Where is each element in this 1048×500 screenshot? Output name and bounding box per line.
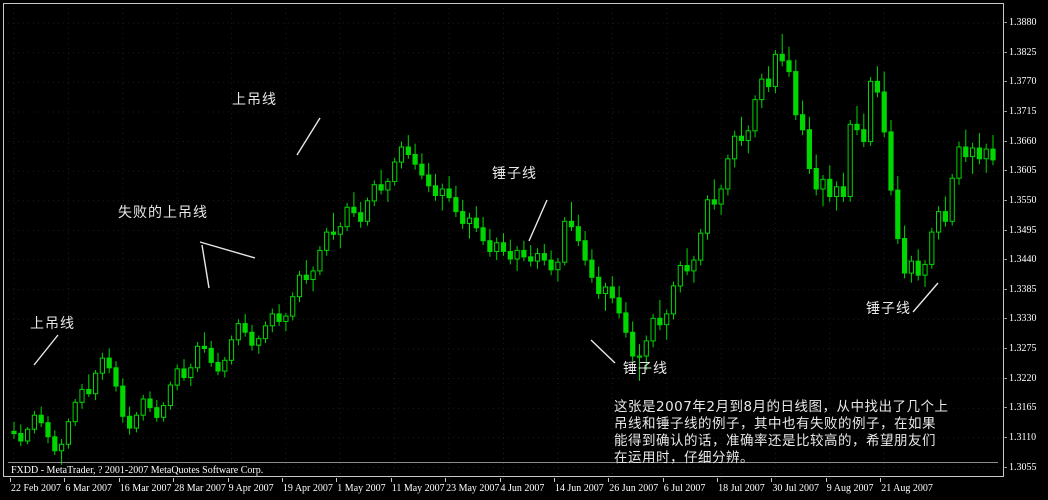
price-tick-label: -1.3275 bbox=[1004, 343, 1037, 354]
time-tick-label: 30 Jul 2007 bbox=[771, 478, 819, 494]
annotation-hanging-man-2: 上吊线 bbox=[232, 92, 277, 108]
price-tick-label: -1.3220 bbox=[1004, 372, 1037, 384]
price-tick-label: -1.3110 bbox=[1004, 431, 1037, 443]
tick-dash: - bbox=[1004, 194, 1008, 206]
tick-mark bbox=[336, 478, 338, 482]
price-tick-label: -1.3495 bbox=[1004, 224, 1037, 236]
tick-dash: - bbox=[1004, 165, 1008, 177]
price-tick-label: -1.3055 bbox=[1004, 461, 1037, 473]
tick-mark bbox=[662, 478, 664, 482]
tick-mark bbox=[771, 478, 773, 482]
tick-dash: - bbox=[1004, 135, 1008, 147]
copyright-label: FXDD - MetaTrader, ? 2001-2007 MetaQuote… bbox=[8, 462, 998, 478]
tick-mark bbox=[64, 478, 66, 482]
time-tick-label: 9 Apr 2007 bbox=[227, 478, 274, 494]
tick-mark bbox=[227, 478, 229, 482]
candlestick-plot-area[interactable] bbox=[8, 8, 1004, 482]
tick-mark bbox=[608, 478, 610, 482]
tick-dash: - bbox=[1004, 17, 1008, 29]
time-tick-label: 6 Mar 2007 bbox=[64, 478, 112, 494]
tick-mark bbox=[717, 478, 719, 482]
tick-dash: - bbox=[1004, 402, 1008, 414]
time-tick-label: 6 Jul 2007 bbox=[662, 478, 705, 494]
price-tick-label: -1.3715 bbox=[1004, 106, 1037, 117]
tick-dash: - bbox=[1004, 461, 1008, 473]
time-tick-label: 18 Jul 2007 bbox=[717, 478, 765, 494]
tick-dash: - bbox=[1004, 254, 1008, 266]
tick-dash: - bbox=[1004, 283, 1008, 295]
tick-dash: - bbox=[1004, 431, 1008, 443]
tick-dash: - bbox=[1004, 224, 1008, 236]
time-tick-label: 1 May 2007 bbox=[336, 478, 386, 494]
tick-mark bbox=[499, 478, 501, 482]
tick-mark bbox=[445, 478, 447, 482]
time-tick-label: 11 May 2007 bbox=[390, 478, 445, 494]
time-tick-label: 28 Mar 2007 bbox=[173, 478, 226, 494]
price-tick-label: -1.3880 bbox=[1004, 17, 1037, 29]
price-tick-label: -1.3550 bbox=[1004, 194, 1037, 206]
annotation-hanging-man-1: 上吊线 bbox=[30, 316, 75, 332]
time-tick-label: 19 Apr 2007 bbox=[281, 478, 333, 494]
tick-dash: - bbox=[1004, 313, 1008, 325]
tick-mark bbox=[553, 478, 555, 482]
price-tick-label: -1.3825 bbox=[1004, 46, 1037, 58]
tick-mark bbox=[173, 478, 175, 482]
time-axis[interactable]: 22 Feb 2007 6 Mar 2007 16 Mar 2007 28 Mar 2… bbox=[0, 478, 1048, 500]
price-tick-label: -1.3605 bbox=[1004, 165, 1037, 177]
time-tick-label: 4 Jun 2007 bbox=[499, 478, 544, 494]
tick-dash: - bbox=[1004, 46, 1008, 58]
tick-mark bbox=[390, 478, 392, 482]
tick-mark bbox=[10, 478, 11, 482]
time-tick-label: 21 Aug 2007 bbox=[880, 478, 933, 494]
chart-plot-frame: FXDD - MetaTrader, ? 2001-2007 MetaQuote… bbox=[3, 3, 1004, 482]
tick-mark bbox=[118, 478, 120, 482]
annotation-hammer-2: 锤子线 bbox=[623, 361, 668, 377]
tick-dash: - bbox=[1004, 76, 1008, 88]
time-tick-label: 26 Jun 2007 bbox=[608, 478, 658, 494]
price-tick-label: -1.3165 bbox=[1004, 402, 1037, 414]
annotation-failed-hanging-man: 失败的上吊线 bbox=[118, 205, 208, 221]
time-tick-label: 23 May 2007 bbox=[445, 478, 499, 494]
tick-dash: - bbox=[1004, 343, 1008, 354]
tick-mark bbox=[281, 478, 283, 482]
price-axis[interactable]: -1.3880 -1.3825 -1.3770 -1.3715 -1.3660 -1.36… bbox=[1003, 3, 1048, 477]
annotation-hammer-1: 锤子线 bbox=[492, 166, 537, 182]
tick-mark bbox=[880, 478, 882, 482]
tick-mark bbox=[825, 478, 827, 482]
price-tick-label: -1.3770 bbox=[1004, 76, 1037, 88]
time-tick-label: 16 Mar 2007 bbox=[118, 478, 171, 494]
time-tick-label: 9 Aug 2007 bbox=[825, 478, 873, 494]
annotation-hammer-3: 锤子线 bbox=[866, 301, 911, 317]
explanatory-note: 这张是2007年2月到8月的日线图，从中找出了几个上 吊线和锤子线的例子，其中也… bbox=[614, 399, 949, 466]
time-tick-label: 14 Jun 2007 bbox=[553, 478, 604, 494]
price-tick-label: -1.3440 bbox=[1004, 254, 1037, 266]
time-tick-label: 22 Feb 2007 bbox=[10, 478, 61, 494]
price-tick-label: -1.3330 bbox=[1004, 313, 1037, 325]
tick-dash: - bbox=[1004, 106, 1008, 117]
price-tick-label: -1.3660 bbox=[1004, 135, 1037, 147]
tick-dash: - bbox=[1004, 372, 1008, 384]
price-tick-label: -1.3385 bbox=[1004, 283, 1037, 295]
